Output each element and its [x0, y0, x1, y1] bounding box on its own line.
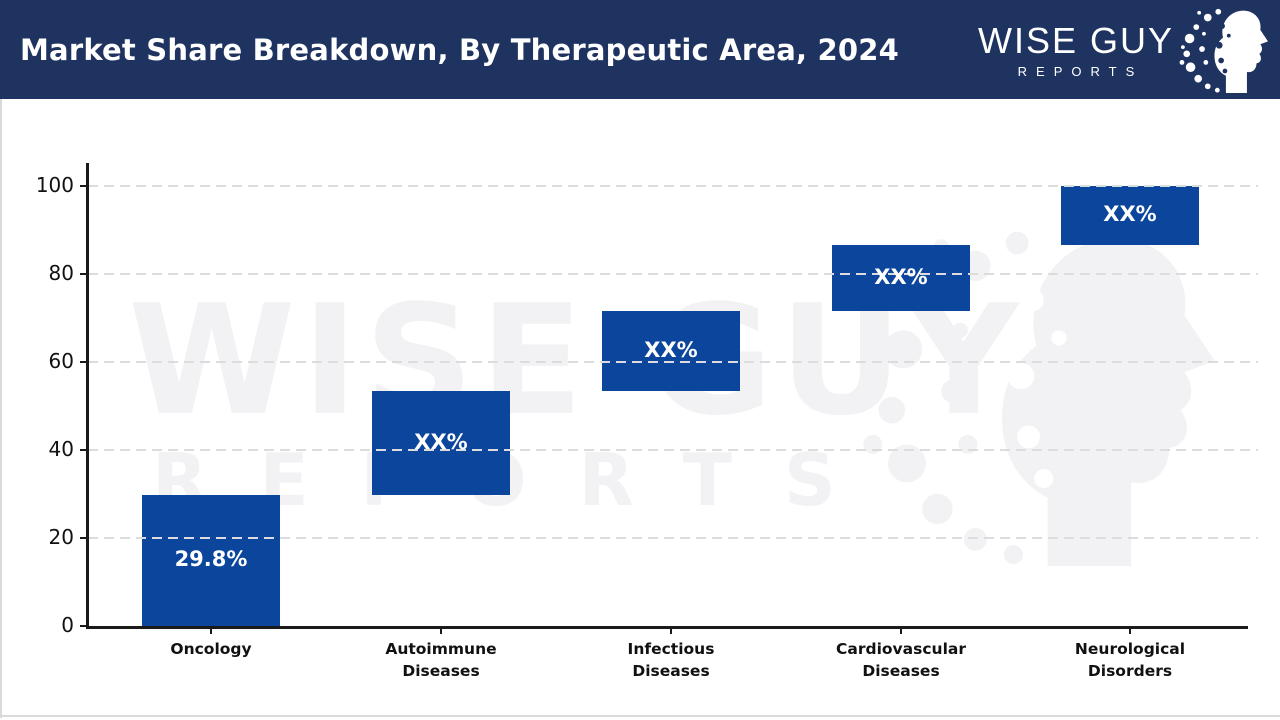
- bar-neurological-disorders: [1061, 186, 1199, 245]
- bar-cardiovascular-diseases: [832, 244, 970, 311]
- bar-value-label: XX%: [874, 264, 928, 289]
- x-axis-category-label: Cardiovascular Diseases: [836, 640, 966, 680]
- bar-autoimmune-diseases: [372, 390, 510, 495]
- x-axis-spine: [86, 626, 1248, 629]
- x-axis-category-label: Oncology: [170, 640, 252, 658]
- wiseguy-logo-text: WISE GUY REPORTS: [978, 20, 1174, 79]
- y-axis-tick-label: 20: [48, 525, 74, 549]
- logo-subtitle: REPORTS: [1017, 64, 1144, 79]
- y-tick: [80, 361, 88, 363]
- y-axis-tick-label: 100: [35, 173, 74, 197]
- x-tick: [440, 627, 442, 634]
- y-tick: [80, 185, 88, 187]
- wiseguy-head-icon: [1179, 8, 1268, 93]
- x-axis-category-label: Autoimmune Diseases: [385, 640, 497, 680]
- bar-value-label: XX%: [1103, 202, 1157, 227]
- gridline-80: [88, 273, 1258, 275]
- y-tick: [80, 537, 88, 539]
- y-axis-tick-label: 80: [48, 261, 74, 285]
- bar-value-label: XX%: [644, 337, 698, 362]
- y-axis-tick-label: 0: [61, 613, 74, 637]
- header: Market Share Breakdown, By Therapeutic A…: [0, 0, 1280, 99]
- gridline-100: [88, 185, 1258, 187]
- x-tick: [670, 627, 672, 634]
- x-tick: [900, 627, 902, 634]
- x-tick: [1129, 627, 1131, 634]
- bar-infectious-diseases: [602, 310, 740, 391]
- page-title: Market Share Breakdown, By Therapeutic A…: [20, 32, 900, 67]
- figure-border-bottom: [0, 715, 1280, 717]
- logo-wordmark: WISE GUY: [977, 20, 1174, 61]
- bar-value-label: XX%: [414, 429, 468, 454]
- y-axis-spine: [86, 163, 89, 629]
- wiseguy-logo: WISE GUY REPORTS: [978, 7, 1280, 93]
- gridline-40: [88, 449, 1258, 451]
- bar-oncology: [142, 494, 280, 626]
- gridline-60: [88, 361, 1258, 363]
- bar-value-label: 29.8%: [174, 547, 248, 572]
- y-tick: [80, 449, 88, 451]
- y-tick: [80, 273, 88, 275]
- gridline-20: [88, 537, 1258, 539]
- y-tick: [80, 625, 88, 627]
- x-axis-category-label: Neurological Disorders: [1074, 640, 1186, 680]
- y-axis-tick-label: 40: [48, 437, 74, 461]
- x-tick: [210, 627, 212, 634]
- y-axis-tick-label: 60: [48, 349, 74, 373]
- x-axis-category-label: Infectious Diseases: [627, 640, 715, 680]
- figure-border-left: [0, 99, 2, 718]
